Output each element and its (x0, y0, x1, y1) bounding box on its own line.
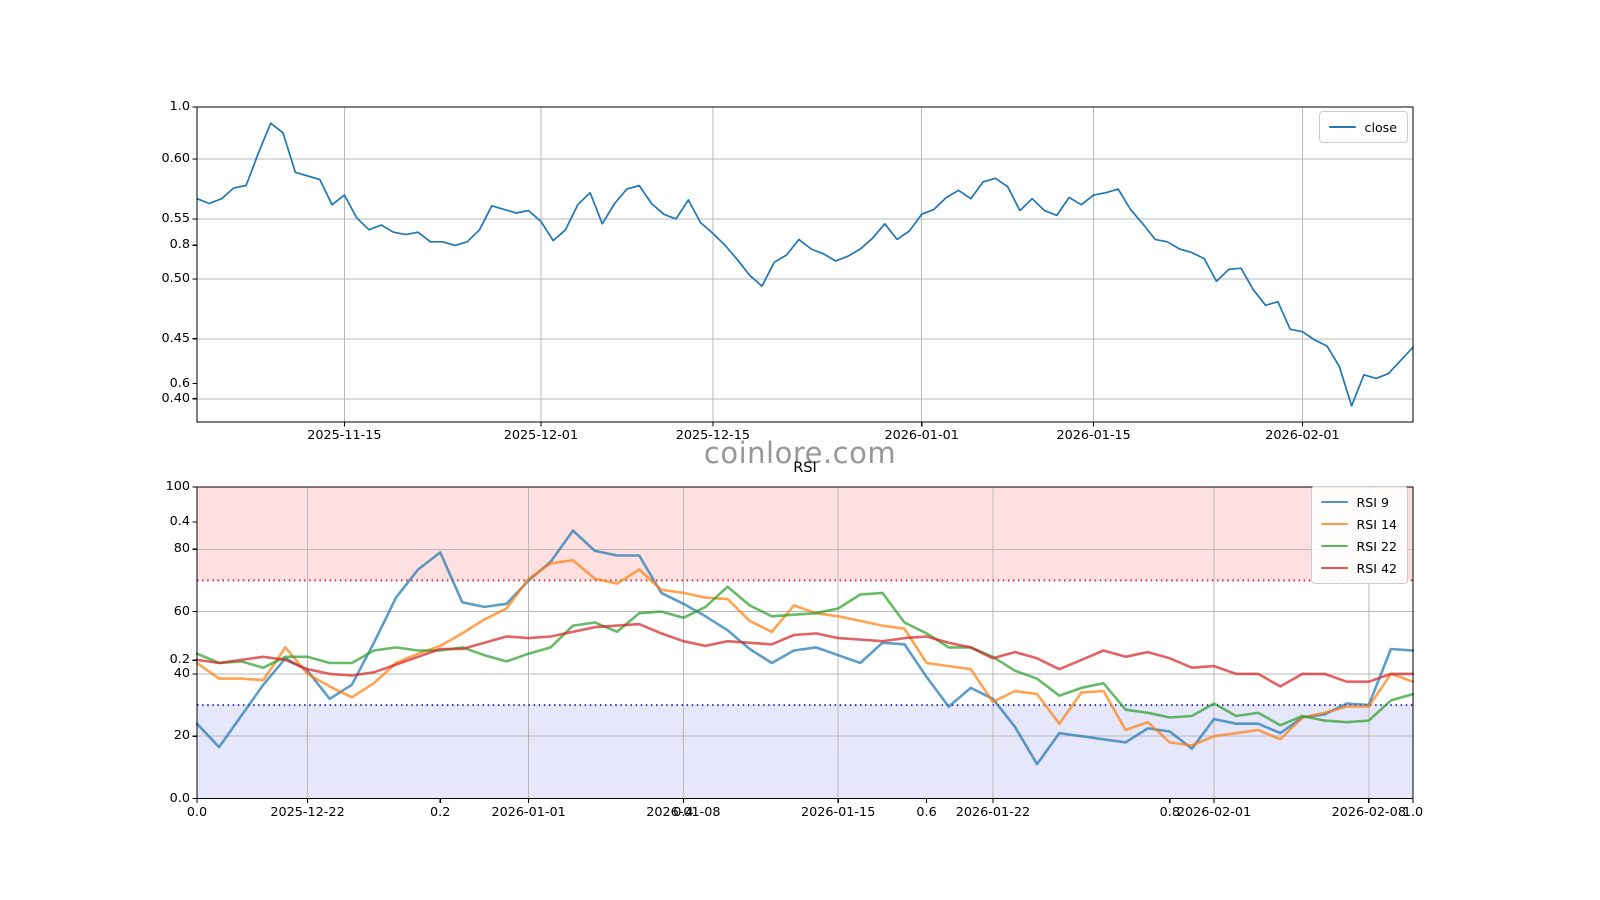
rsi-y-tick-label: 40 (173, 665, 190, 681)
bg-x-tick-label: 0.8 (1159, 804, 1180, 820)
bg-x-tick-label: 1.0 (1402, 804, 1424, 820)
rsi-x-tick-label: 2026-01-22 (955, 804, 1031, 820)
rsi-9-line (195, 529, 1415, 766)
watermark: coinlore.com (703, 436, 897, 470)
price-y-tick-label: 0.50 (161, 270, 191, 286)
legend-label: RSI 14 (1356, 516, 1398, 532)
bg-y-tick-label: 0.4 (169, 513, 190, 529)
legend-entry: RSI 14 (1320, 513, 1398, 535)
price-x-tick-label: 2026-01-15 (1056, 428, 1131, 443)
legend-label: close (1364, 119, 1397, 135)
legend-label: RSI 22 (1356, 538, 1398, 554)
price-legend: close (1318, 111, 1408, 143)
legend-line-sample (1328, 125, 1356, 129)
bg-x-tick-label: 0.2 (430, 804, 451, 820)
axes-spine (196, 106, 1414, 423)
bg-x-tick-label: 0.4 (673, 804, 694, 820)
axes-spine (196, 486, 1414, 800)
rsi-y-tick-label: 60 (173, 603, 190, 619)
legend-line-sample (1320, 500, 1348, 504)
oversold-band (197, 705, 1413, 799)
rsi-x-tick-label: 2026-02-01 (1176, 804, 1252, 820)
rsi-y-tick-label: 100 (165, 478, 190, 494)
rsi-x-tick-label: 2026-01-15 (800, 804, 876, 820)
price-y-tick-label: 0.55 (161, 210, 191, 226)
price-x-tick-label: 2026-02-01 (1265, 428, 1340, 443)
overbought-band (197, 487, 1413, 581)
bg-y-tick-label: 0.8 (169, 237, 190, 253)
bg-x-tick-label: 0.6 (916, 804, 937, 820)
bg-y-tick-label: 0.6 (169, 375, 190, 391)
bg-x-tick-label: 0.0 (186, 804, 208, 820)
rsi-x-tick-label: 2026-01-01 (491, 804, 566, 820)
legend-label: RSI 42 (1356, 560, 1398, 576)
bg-y-tick-label: 0.0 (169, 790, 190, 806)
legend-line-sample (1320, 566, 1348, 570)
price-x-tick-label: 2025-12-01 (503, 428, 579, 443)
rsi-y-tick-label: 20 (173, 728, 190, 744)
rsi-14-line (195, 558, 1415, 747)
close-line (196, 122, 1414, 407)
price-y-tick-label: 0.60 (161, 151, 191, 167)
price-x-tick-label: 2026-01-01 (884, 428, 959, 443)
rsi-42-line (195, 622, 1415, 688)
price-x-tick-label: 2025-11-15 (307, 428, 382, 443)
rsi-chart-title: RSI (793, 460, 817, 476)
rsi-x-tick-label: 2025-12-22 (270, 804, 345, 820)
bg-y-tick-label: 1.0 (169, 98, 190, 114)
rsi-legend: RSI 9 RSI 14 RSI 22 RSI 42 (1310, 486, 1408, 584)
legend-entry: RSI 22 (1320, 535, 1398, 557)
price-y-tick-label: 0.45 (161, 330, 191, 346)
legend-line-sample (1320, 544, 1348, 548)
legend-line-sample (1320, 522, 1348, 526)
legend-entry: RSI 42 (1320, 557, 1398, 579)
legend-entry: RSI 9 (1320, 491, 1398, 513)
legend-entry: close (1328, 116, 1397, 138)
rsi-y-tick-label: 80 (173, 541, 190, 557)
price-y-tick-label: 0.40 (161, 390, 191, 406)
bg-y-tick-label: 0.2 (169, 652, 190, 668)
legend-label: RSI 9 (1356, 494, 1389, 510)
price-x-tick-label: 2025-12-15 (675, 428, 751, 443)
rsi-x-tick-label: 2026-01-08 (646, 804, 721, 820)
rsi-x-tick-label: 2026-02-08 (1331, 804, 1406, 820)
rsi-22-line (195, 585, 1415, 727)
